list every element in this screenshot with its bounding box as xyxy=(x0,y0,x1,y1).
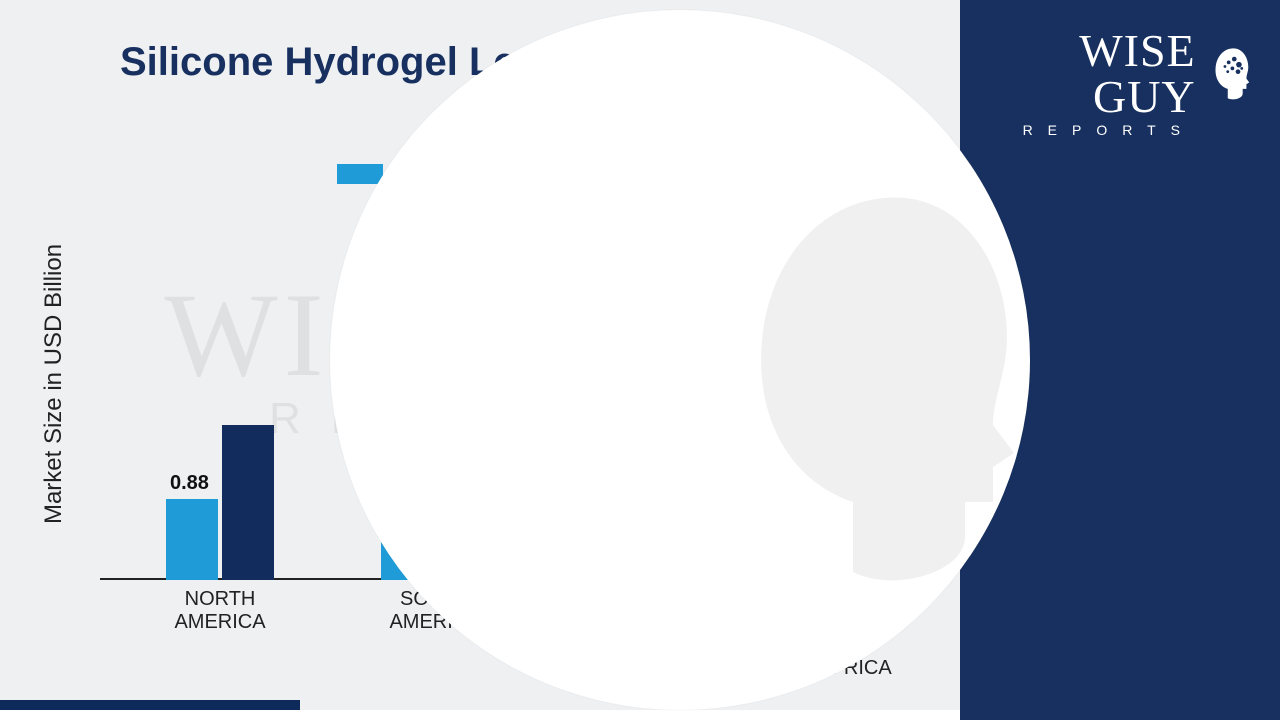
brand-head-icon xyxy=(1202,46,1255,102)
x-label-na: NORTH AMERICA xyxy=(150,588,290,634)
brand-logo: WISE GUY REPORTS xyxy=(975,28,1255,138)
legend-swatch-2024 xyxy=(337,164,383,184)
y-axis-label: Market Size in USD Billion xyxy=(40,244,68,524)
value-label-na-2024: 0.88 xyxy=(170,472,209,495)
brand-subline: REPORTS xyxy=(975,122,1255,138)
ghost-head-icon xyxy=(680,180,1040,600)
brand-logo-main: WISE GUY xyxy=(975,28,1255,120)
brand-name: WISE GUY xyxy=(975,28,1196,120)
bar-group-na xyxy=(166,425,274,580)
bar-2024-na xyxy=(166,499,218,580)
bar-2032-na xyxy=(222,425,274,580)
bottom-accent-bar xyxy=(0,700,300,710)
stage: WISE GUY REPORTS Silicone Hydrogel Lense… xyxy=(0,0,1280,720)
